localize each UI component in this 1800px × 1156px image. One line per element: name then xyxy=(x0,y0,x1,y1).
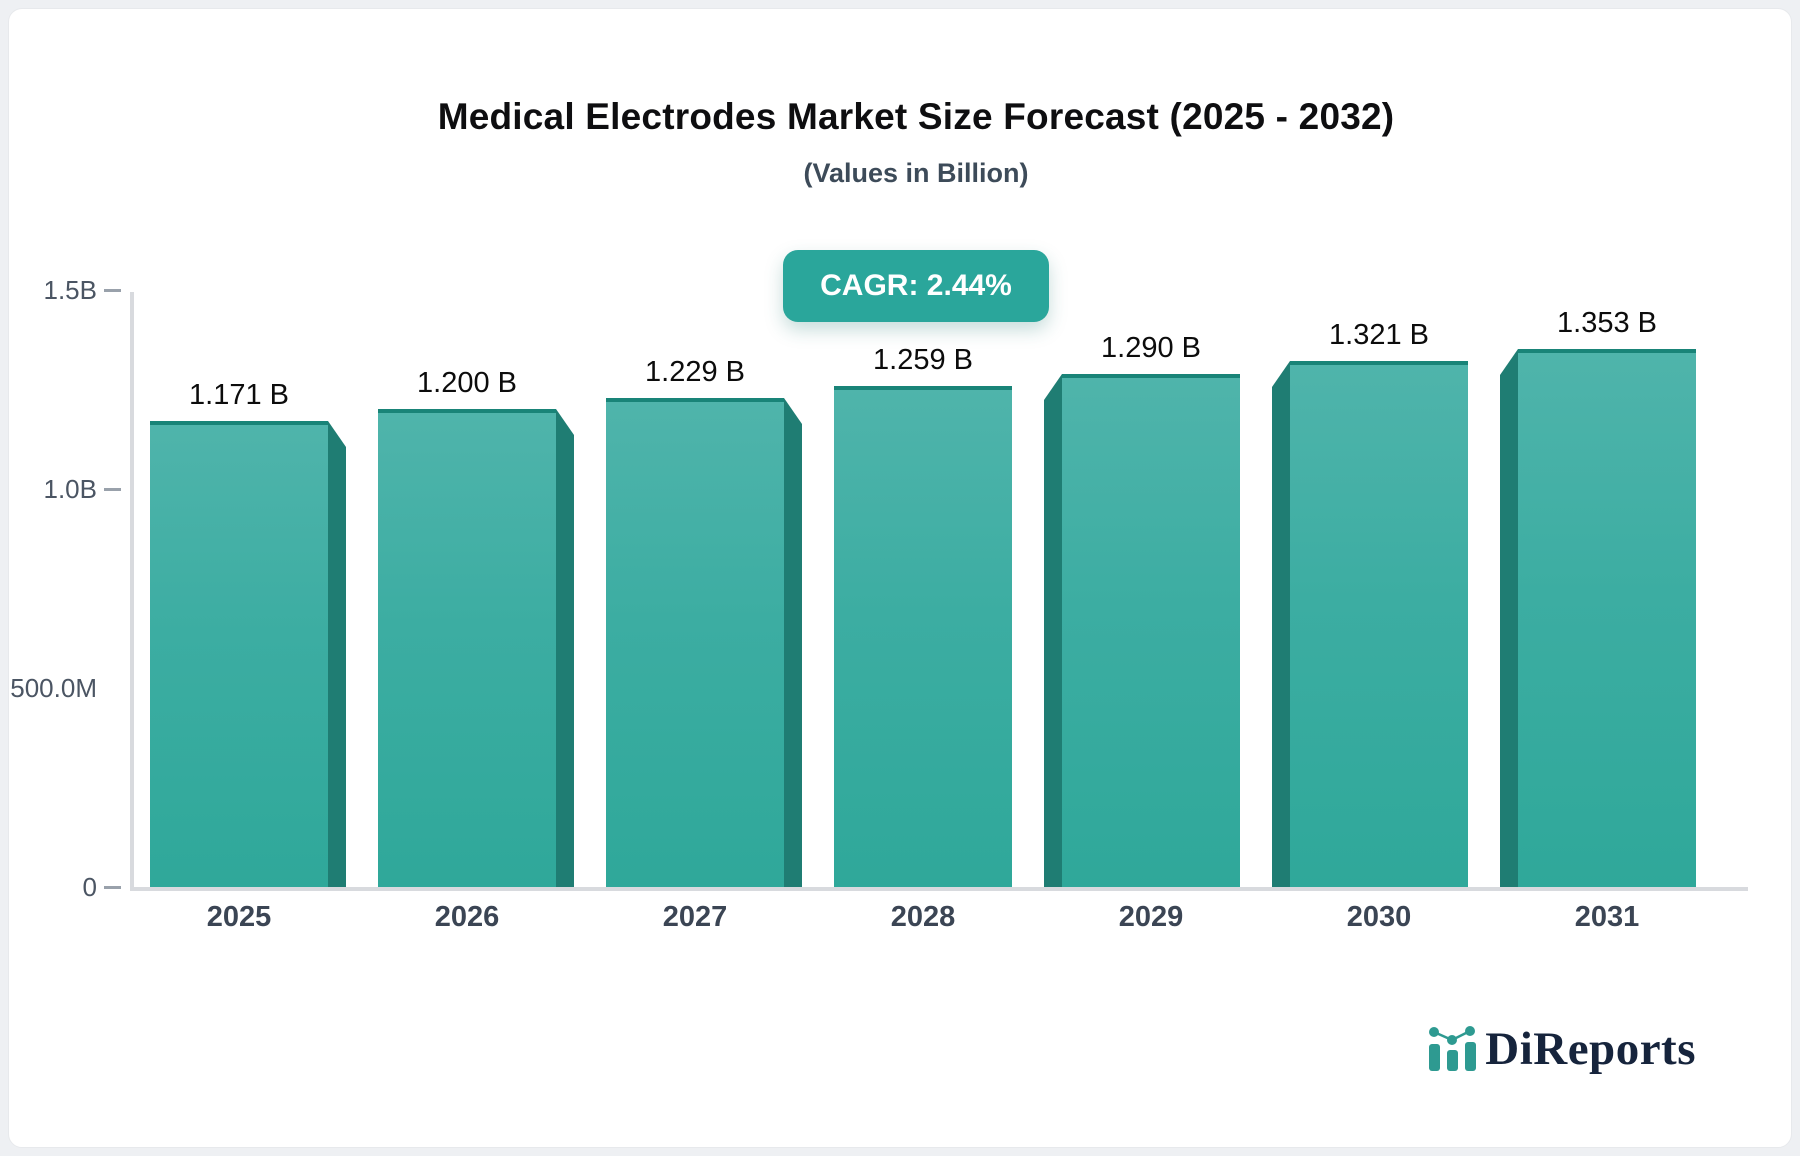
bar-side-2025 xyxy=(328,421,346,887)
bar-value-label-2027: 1.229 B xyxy=(645,356,745,388)
x-axis-label-2027: 2027 xyxy=(662,901,728,933)
bar-value-label-2026: 1.200 B xyxy=(417,367,517,399)
direports-logo: DiReports xyxy=(1427,1022,1696,1076)
bar-side-2031 xyxy=(1500,349,1518,887)
y-axis-line xyxy=(130,292,134,889)
bar-value-label-2031: 1.353 B xyxy=(1557,307,1657,339)
chart-subtitle: (Values in Billion) xyxy=(803,158,1029,188)
x-axis-label-2030: 2030 xyxy=(1346,901,1412,933)
bar-value-label-2029: 1.290 B xyxy=(1101,332,1201,364)
bar-value-label-2028: 1.259 B xyxy=(873,344,973,376)
y-tick-dash-1.0B xyxy=(104,488,121,491)
chart-title: Medical Electrodes Market Size Forecast … xyxy=(437,96,1395,137)
x-axis-label-2031: 2031 xyxy=(1574,901,1640,933)
bar-side-2030 xyxy=(1272,361,1290,887)
y-tick-dash-0 xyxy=(104,886,121,889)
bar-2031 xyxy=(1518,349,1696,887)
y-tick-label-0: 0 xyxy=(82,872,97,902)
cagr-badge-row: CAGR: 2.44% xyxy=(132,250,1700,322)
bar-2027 xyxy=(606,398,784,887)
y-tick-label-500.0M: 500.0M xyxy=(10,673,97,703)
bar-value-label-2030: 1.321 B xyxy=(1329,319,1429,351)
bar-value-label-2025: 1.171 B xyxy=(189,379,289,411)
bar-2030 xyxy=(1290,361,1468,887)
cagr-badge: CAGR: 2.44% xyxy=(783,250,1049,322)
x-axis-label-2025: 2025 xyxy=(206,901,272,933)
y-tick-dash-1.5B xyxy=(104,289,121,292)
bar-side-2029 xyxy=(1044,374,1062,887)
bar-2029 xyxy=(1062,374,1240,887)
x-axis-baseline xyxy=(130,887,1748,891)
y-tick-label-1.5B: 1.5B xyxy=(43,275,98,305)
x-axis-label-2029: 2029 xyxy=(1118,901,1184,933)
bar-side-2026 xyxy=(556,409,574,887)
y-tick-label-1.0B: 1.0B xyxy=(43,474,98,504)
bar-2028 xyxy=(834,386,1012,887)
x-axis-label-2028: 2028 xyxy=(890,901,956,933)
x-axis-label-2026: 2026 xyxy=(434,901,500,933)
direports-logo-icon xyxy=(1429,1026,1477,1071)
bar-2026 xyxy=(378,409,556,887)
direports-logo-text: DiReports xyxy=(1485,1023,1696,1075)
bar-2025 xyxy=(150,421,328,887)
bar-side-2027 xyxy=(784,398,802,887)
